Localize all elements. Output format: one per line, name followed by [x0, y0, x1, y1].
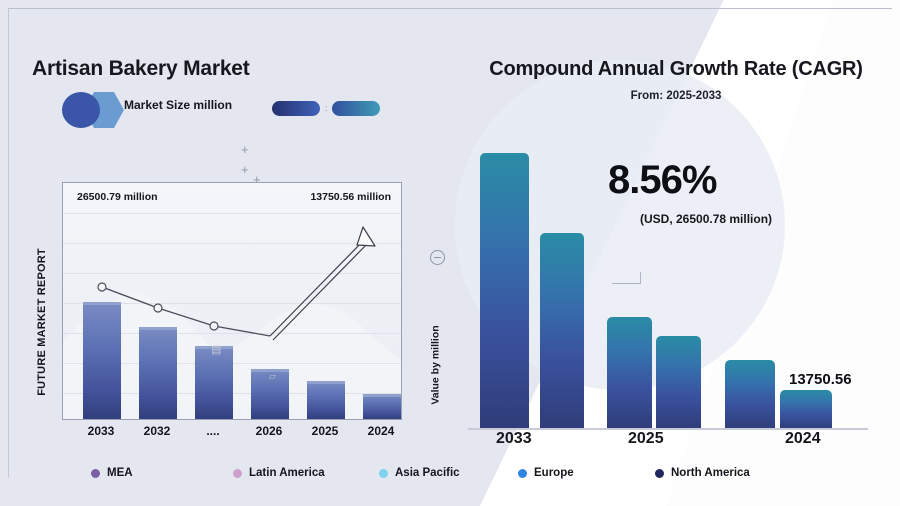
cagr-bar-2026 [656, 336, 701, 430]
y-axis-title-right-text: Value by million [430, 325, 443, 405]
market-size-legend-label: Market Size million [124, 98, 233, 112]
gridline [63, 303, 401, 304]
legend-dot-europe [518, 468, 527, 478]
gridline [63, 243, 401, 244]
chart-annotation-end: 13750.56 million [310, 191, 391, 203]
x-tick-1: 2032 [143, 424, 171, 438]
cagr-baseline [468, 428, 868, 430]
cagr-bar-2025 [607, 317, 652, 430]
page-title: Artisan Bakery Market [32, 57, 250, 80]
x-axis-ticks-left: 2033 2032 .... 2026 2025 2024 [62, 424, 402, 444]
frame-left-border [8, 8, 9, 478]
legend-item-north-america[interactable]: North America [655, 467, 750, 479]
cagr-bar-series [455, 120, 885, 430]
plus-icon-2: + [241, 162, 249, 177]
legend-item-latin-america[interactable]: Latin America [233, 467, 325, 479]
bar-ellipsis [195, 346, 233, 419]
bar-2033 [83, 302, 121, 419]
gridline [63, 213, 401, 214]
legend-item-europe[interactable]: Europe [518, 467, 574, 479]
legend-item-mea[interactable]: MEA [91, 467, 133, 479]
legend-dot-mea [91, 468, 100, 478]
tick-mark-horizontal [612, 282, 640, 284]
y-axis-title-left-text: FUTURE MARKET REPORT [36, 248, 49, 396]
region-legend: MEA Latin America Asia Pacific Europe No… [0, 464, 900, 488]
legend-label-mea: MEA [107, 467, 133, 479]
growth-arrow-icon [269, 226, 376, 341]
market-size-chart: 26500.79 million 13750.56 million ▤ ▱ [62, 182, 402, 420]
x-tick-4: 2025 [311, 424, 339, 438]
x-tick-5: 2024 [367, 424, 395, 438]
cagr-end-value-label: 13750.56 [789, 371, 852, 388]
cagr-note: (USD, 26500.78 million) [640, 212, 773, 226]
legend-dot-asia-pacific [379, 468, 388, 478]
cagr-x-tick-1: 2025 [628, 430, 664, 447]
cagr-x-tick-2: 2024 [785, 430, 821, 447]
frame-top-border [8, 8, 892, 9]
gridline [63, 333, 401, 334]
cagr-subtitle: From: 2025-2033 [630, 90, 722, 102]
tick-mark-vertical [640, 272, 642, 284]
chart-annotation-start: 26500.79 million [77, 191, 158, 203]
minus-circle-icon [430, 250, 445, 265]
bar-2032 [139, 327, 177, 419]
cagr-title: Compound Annual Growth Rate (CAGR) [489, 58, 863, 80]
cagr-bar-2033 [480, 153, 529, 430]
legend-label-europe: Europe [534, 467, 574, 479]
cagr-x-tick-0: 2033 [496, 430, 532, 447]
y-axis-title-right: Value by million [424, 300, 448, 430]
x-tick-2: .... [206, 424, 220, 438]
gradient-pill-primary [272, 101, 320, 116]
x-tick-0: 2033 [87, 424, 115, 438]
legend-dot-north-america [655, 468, 664, 478]
x-tick-3: 2026 [255, 424, 283, 438]
plus-icon-1: + [241, 142, 249, 157]
x-axis-ticks-right: 2033 2025 2024 [455, 430, 885, 454]
gridline [63, 273, 401, 274]
plus-icon-3: + [253, 172, 261, 187]
gradient-pill-secondary [332, 101, 381, 116]
watermark-icon-2: ▱ [269, 371, 276, 381]
gradient-pill-group: : [272, 101, 381, 116]
cagr-bar-2032 [540, 233, 584, 430]
future-market-report-logo [62, 92, 130, 128]
y-axis-title-left: FUTURE MARKET REPORT [30, 232, 54, 412]
cagr-bar-2023 [780, 390, 832, 430]
watermark-icon-1: ▤ [211, 344, 222, 356]
trend-line-overlay [97, 226, 376, 341]
legend-dot-latin-america [233, 468, 242, 478]
legend-label-latin-america: Latin America [249, 467, 325, 479]
bar-2025 [307, 381, 345, 419]
cagr-value: 8.56% [608, 158, 717, 202]
bar-2024 [363, 394, 401, 419]
cagr-bar-2024 [725, 360, 775, 430]
bar-2026 [251, 369, 289, 419]
legend-item-asia-pacific[interactable]: Asia Pacific [379, 467, 460, 479]
circle-icon [62, 92, 100, 128]
pill-separator-icon: : [325, 104, 328, 113]
legend-label-asia-pacific: Asia Pacific [395, 467, 460, 479]
legend-label-north-america: North America [671, 467, 750, 479]
bar-series [63, 183, 401, 419]
